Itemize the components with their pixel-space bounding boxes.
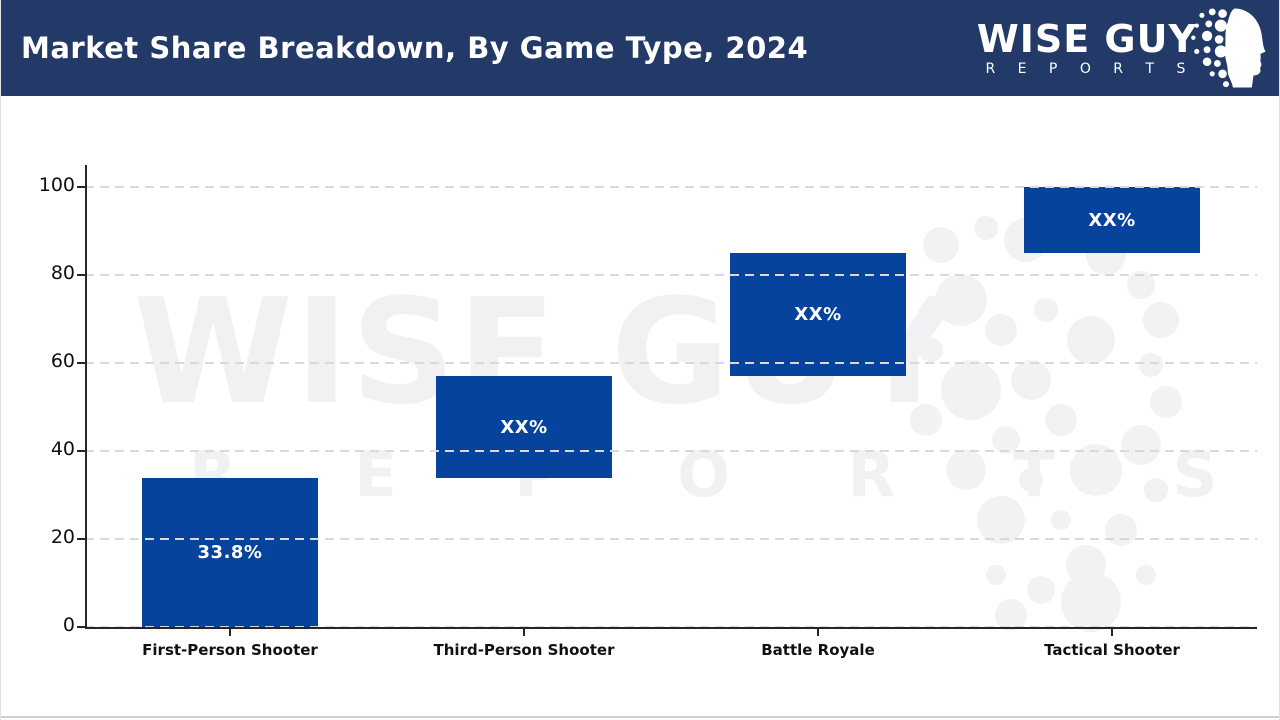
bar-value-label-tactical-shooter: XX% [1088,209,1136,231]
x-tick-label-third-person-shooter: Third-Person Shooter [433,641,615,659]
y-tick-label-80: 80 [50,262,75,284]
gridline-80 [85,274,1257,276]
gridline-100 [85,186,1257,188]
page-title: Market Share Breakdown, By Game Type, 20… [21,31,809,65]
y-tick-label-40: 40 [50,438,75,460]
bar-value-label-battle-royale: XX% [794,304,842,326]
logo-reports-text: R E P O R T S [985,61,1195,77]
logo-head-icon [1191,8,1266,88]
y-tick-80 [77,274,85,276]
y-tick-label-100: 100 [38,174,75,196]
bar-battle-royale: XX% [730,253,906,377]
y-tick-100 [77,186,85,188]
x-axis-spine [85,627,1257,629]
x-tick-label-battle-royale: Battle Royale [761,641,875,659]
x-tick-label-first-person-shooter: First-Person Shooter [142,641,318,659]
bar-first-person-shooter: 33.8% [142,478,318,627]
y-tick-20 [77,538,85,540]
bottom-rule [1,716,1279,718]
x-tick-label-tactical-shooter: Tactical Shooter [1044,641,1180,659]
gridline-20 [85,538,1257,540]
bar-value-label-first-person-shooter: 33.8% [197,542,263,564]
y-tick-label-60: 60 [50,350,75,372]
gridline-60 [85,362,1257,364]
y-tick-60 [77,362,85,364]
bar-value-label-third-person-shooter: XX% [500,416,548,438]
bar-tactical-shooter: XX% [1024,187,1200,253]
y-tick-0 [77,626,85,628]
bar-third-person-shooter: XX% [436,376,612,479]
y-tick-label-20: 20 [50,526,75,548]
y-tick-label-0: 0 [62,614,75,636]
x-tick-tactical-shooter [1111,628,1113,636]
gridline-40 [85,450,1257,452]
x-tick-third-person-shooter [523,628,525,636]
y-axis-spine [85,165,87,629]
y-tick-40 [77,450,85,452]
header-bar: Market Share Breakdown, By Game Type, 20… [1,0,1279,96]
logo-wiseguy-text: WISE GUY [976,17,1197,61]
brand-logo: WISE GUY R E P O R T S [977,5,1279,91]
x-tick-battle-royale [817,628,819,636]
x-tick-first-person-shooter [229,628,231,636]
brand-logo-text: WISE GUY R E P O R T S [977,20,1197,76]
